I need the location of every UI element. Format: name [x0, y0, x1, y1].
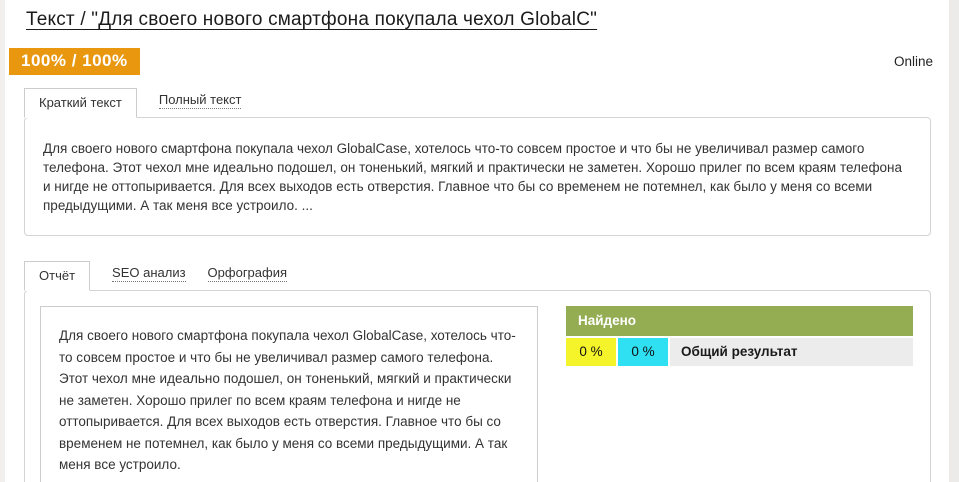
short-text-panel: Для своего нового смартфона покупала чех… [24, 117, 931, 236]
tab-report[interactable]: Отчёт [24, 261, 91, 291]
online-status: Online [893, 54, 933, 69]
score-row: 100% / 100% Online [9, 48, 947, 75]
uniqueness-score-badge: 100% / 100% [9, 48, 140, 75]
tab-seo-analysis[interactable]: SEO анализ [112, 265, 186, 282]
page-title-link[interactable]: Текст / "Для своего нового смартфона пок… [26, 9, 598, 30]
left-edge-strip [0, 0, 7, 482]
main-content: Текст / "Для своего нового смартфона пок… [9, 0, 947, 482]
percent-cell-yellow[interactable]: 0 % [566, 338, 616, 366]
tab-full-text[interactable]: Полный текст [158, 92, 242, 109]
percent-cell-cyan[interactable]: 0 % [618, 338, 668, 366]
results-row: 0 % 0 % Общий результат [566, 338, 913, 366]
report-panel: Для своего нового смартфона покупала чех… [24, 290, 931, 482]
tab-spelling[interactable]: Орфография [207, 265, 288, 282]
report-tabs: Отчёт SEO анализ Орфография [24, 261, 947, 291]
results-table: Найдено 0 % 0 % Общий результат [566, 306, 913, 366]
right-edge-strip [947, 0, 959, 482]
report-text-box: Для своего нового смартфона покупала чех… [40, 306, 538, 482]
results-header: Найдено [566, 306, 913, 336]
tab-short-text[interactable]: Краткий текст [24, 88, 137, 118]
text-tabs: Краткий текст Полный текст [24, 88, 947, 118]
overall-result-label: Общий результат [670, 338, 913, 366]
